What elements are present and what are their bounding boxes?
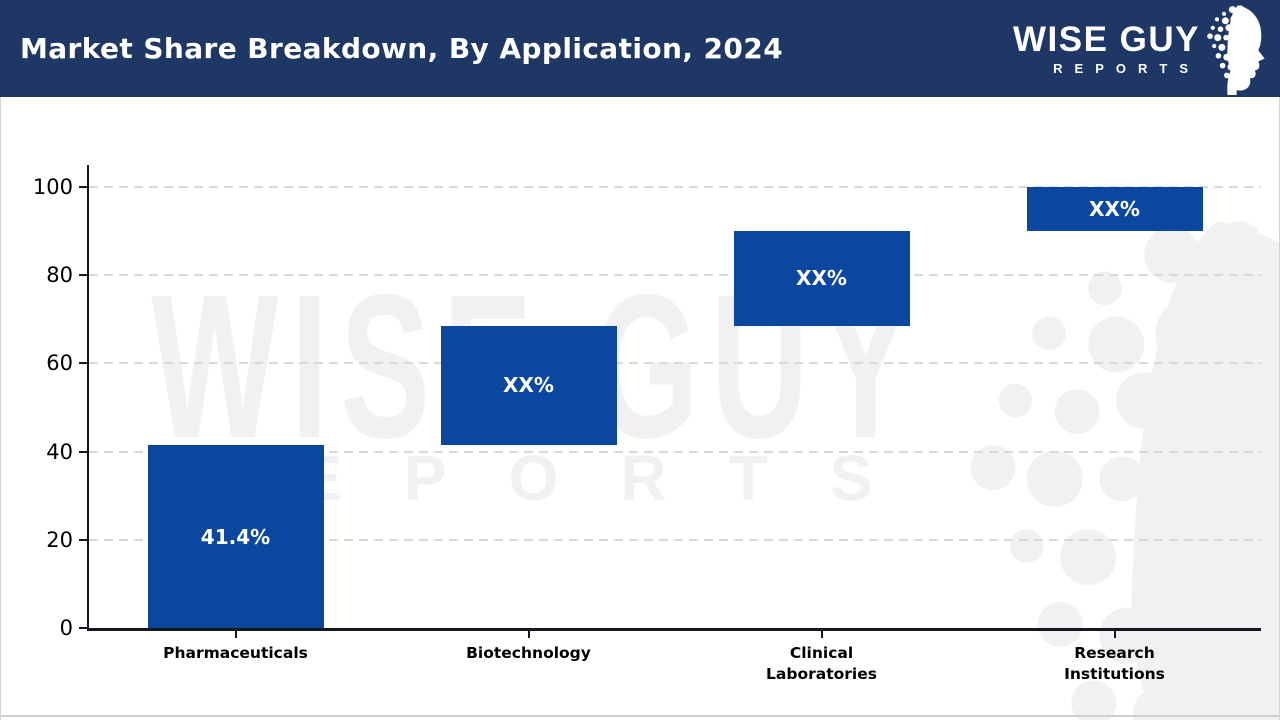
bar-segment: XX% (440, 325, 617, 446)
y-axis-line (87, 165, 89, 630)
bar-value-label: XX% (1089, 197, 1140, 222)
y-axis-tick-label: 100 (32, 175, 73, 200)
gridline (89, 362, 1261, 365)
y-axis-tick-label: 60 (46, 351, 73, 376)
x-axis-tick-mark (234, 631, 237, 638)
chart-canvas: WISE GUY REPORTS 0 20 40 60 80 100 41.4% Pharma… (0, 97, 1280, 720)
bar-segment: XX% (733, 231, 910, 326)
gridline (89, 186, 1261, 189)
x-axis-tick-mark (820, 631, 823, 638)
brand-name: WISE GUY (1012, 20, 1200, 59)
y-axis-tick-mark (79, 450, 89, 453)
gridline (89, 274, 1261, 277)
bar-segment: XX% (1026, 187, 1203, 232)
y-axis-tick-mark (79, 538, 89, 541)
bar-value-label: 41.4% (200, 524, 271, 549)
y-axis-tick-label: 0 (59, 616, 73, 640)
bar-segment: 41.4% (147, 445, 324, 628)
y-axis-tick-label: 80 (46, 263, 73, 288)
wise-guy-head-icon (1207, 5, 1265, 95)
x-axis-category-label: Pharmaceuticals (163, 644, 308, 662)
y-axis-tick-mark (79, 274, 89, 277)
y-axis-tick-mark (79, 627, 89, 629)
x-axis-category-label: Research Institutions (1064, 644, 1165, 683)
y-axis-tick-label: 20 (46, 527, 73, 552)
x-axis-category-label: Clinical Laboratories (766, 644, 877, 683)
bar-value-label: XX% (503, 373, 554, 398)
x-axis-tick-mark (527, 631, 530, 638)
waterfall-chart: 0 20 40 60 80 100 41.4% Pharmaceuticals XX% Biote… (1, 97, 1279, 720)
bar-value-label: XX% (796, 266, 847, 291)
gridline (89, 538, 1261, 541)
x-axis-tick-mark (1113, 631, 1116, 638)
x-axis-line (87, 628, 1261, 631)
brand-logo: WISE GUY REPORTS (1013, 0, 1266, 97)
y-axis-tick-mark (79, 186, 89, 189)
x-axis-category-label: Biotechnology (466, 644, 591, 662)
page-title: Market Share Breakdown, By Application, … (20, 32, 784, 65)
brand-wordmark: WISE GUY REPORTS (1013, 22, 1200, 75)
header-bar: Market Share Breakdown, By Application, … (0, 0, 1280, 97)
y-axis-tick-label: 40 (46, 439, 73, 464)
y-axis-tick-mark (79, 362, 89, 365)
gridline (89, 450, 1261, 453)
bottom-border (1, 715, 1279, 717)
brand-subtitle: REPORTS (1053, 61, 1200, 76)
